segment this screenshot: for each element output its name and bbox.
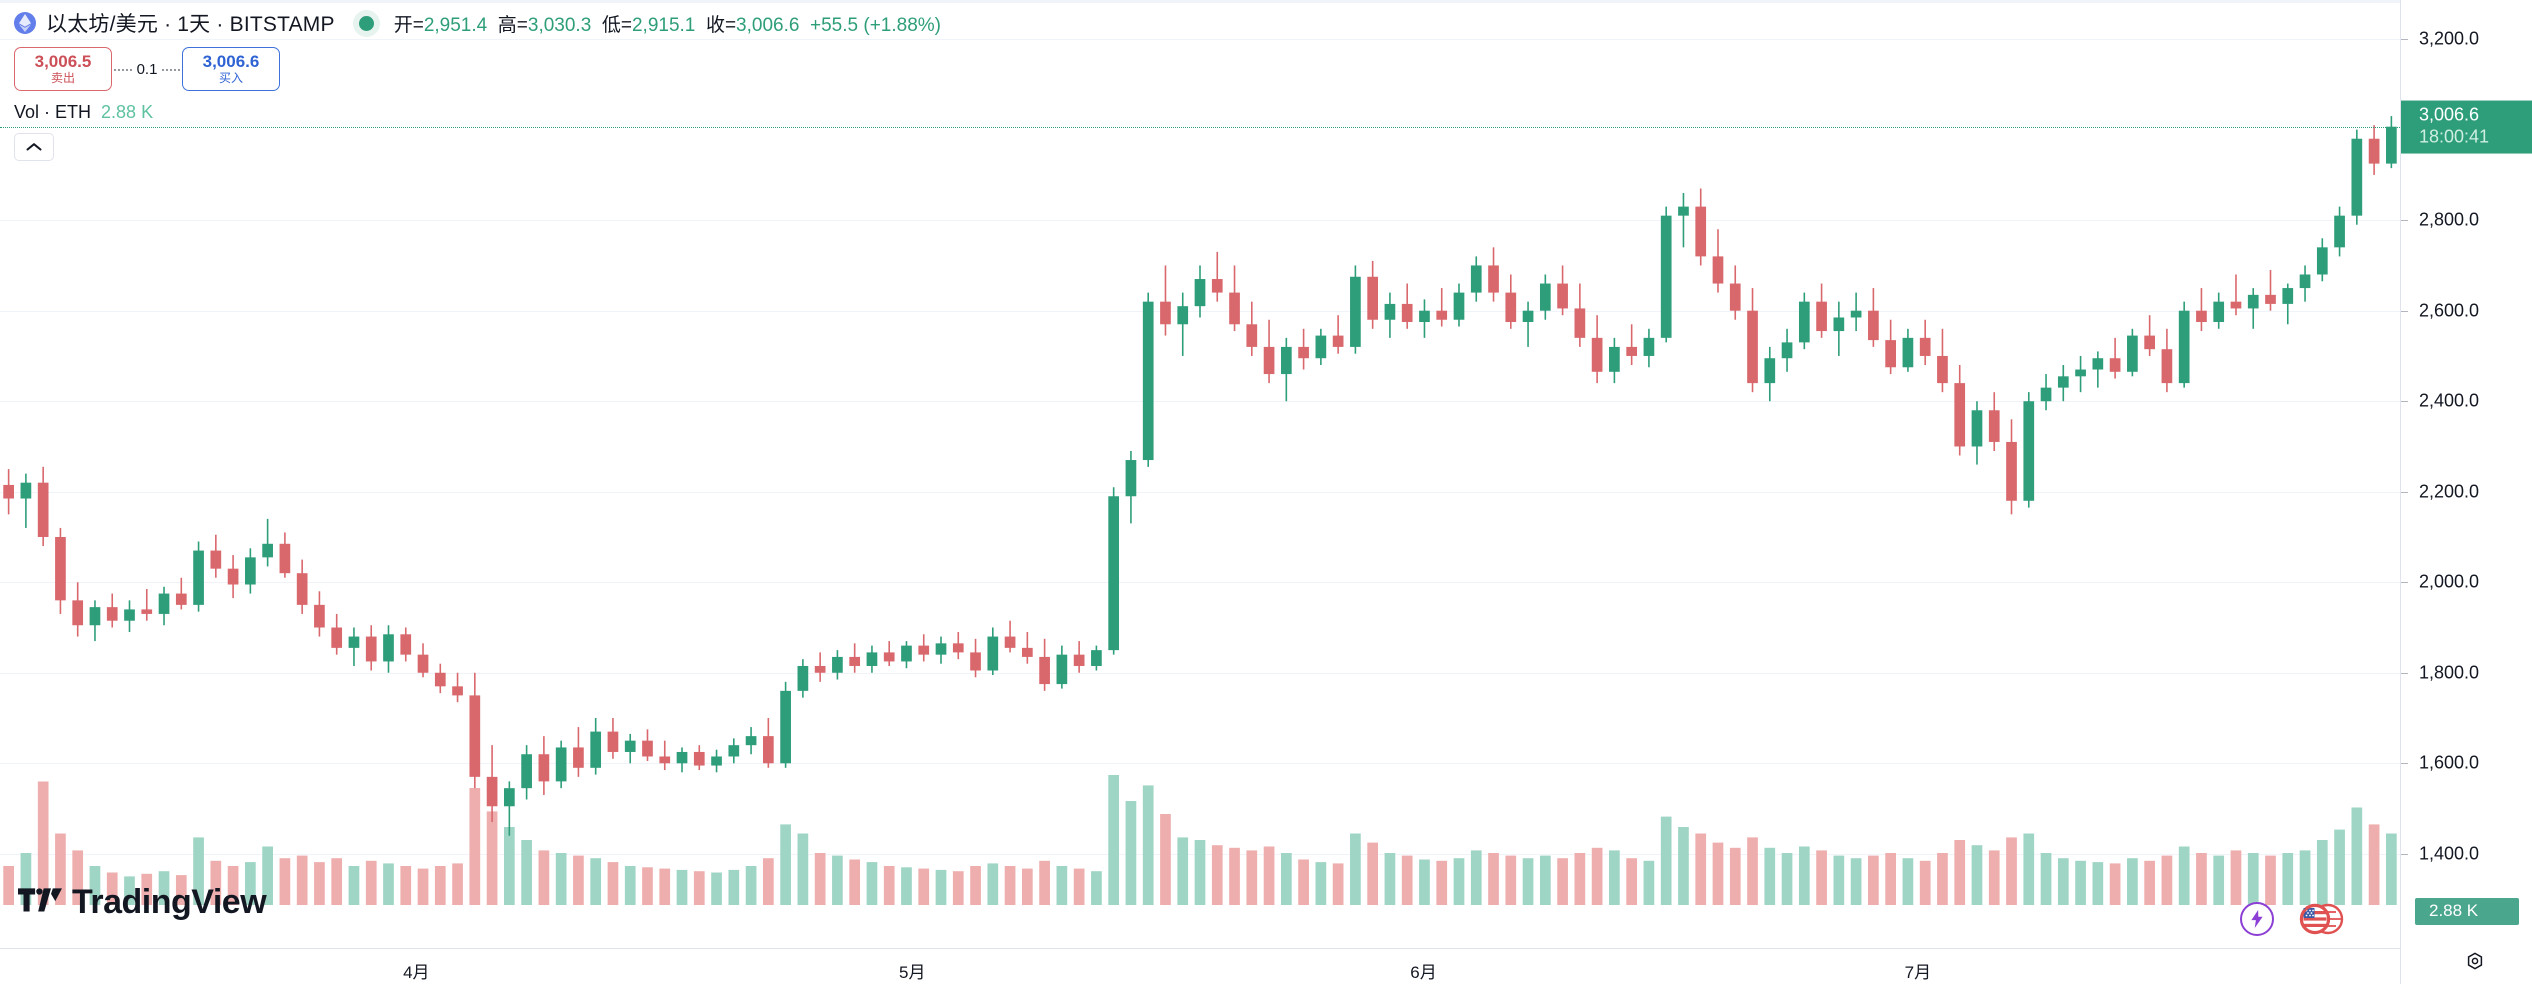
volume-value-badge: 2.88 K bbox=[2415, 898, 2519, 925]
volume-legend[interactable]: Vol · ETH 2.88 K bbox=[14, 102, 941, 123]
low-label: 低= bbox=[601, 14, 632, 36]
change-value: +55.5 (+1.88%) bbox=[810, 14, 941, 36]
chevron-up-icon bbox=[26, 143, 42, 151]
live-status-dot bbox=[358, 15, 374, 31]
open-label: 开= bbox=[393, 14, 424, 36]
usd-coins-glyph bbox=[2299, 903, 2344, 935]
usd-coins-icon[interactable] bbox=[2298, 902, 2346, 936]
gear-icon[interactable] bbox=[2464, 951, 2486, 978]
floating-icon-group[interactable] bbox=[2240, 902, 2346, 936]
price-axis-label: 2,000.0 bbox=[2419, 571, 2480, 592]
tradingview-logo bbox=[18, 887, 62, 912]
price-tick bbox=[2401, 491, 2408, 493]
gridline bbox=[0, 39, 2400, 41]
gridline bbox=[0, 672, 2400, 674]
close-label: 收= bbox=[705, 14, 737, 36]
price-axis-label: 2,200.0 bbox=[2419, 481, 2480, 502]
price-axis-label: 2,800.0 bbox=[2419, 209, 2480, 230]
chart-plot-area[interactable] bbox=[0, 0, 2400, 948]
spread-value: 0.1 bbox=[132, 60, 162, 78]
sell-label: 卖出 bbox=[50, 71, 75, 86]
gridline bbox=[0, 763, 2400, 765]
current-price-time: 18:00:41 bbox=[2419, 126, 2490, 147]
sell-price: 3,006.5 bbox=[34, 52, 92, 72]
price-tick bbox=[2401, 401, 2408, 403]
ethereum-icon bbox=[14, 12, 36, 34]
low-value: 2,915.1 bbox=[631, 14, 696, 36]
current-price-line bbox=[0, 126, 2400, 128]
gridline bbox=[0, 220, 2400, 222]
volume-legend-value: 2.88 K bbox=[101, 102, 154, 122]
buy-price: 3,006.6 bbox=[202, 52, 260, 72]
price-tick bbox=[2401, 310, 2408, 312]
price-axis-label: 1,400.0 bbox=[2419, 843, 2480, 864]
close-value: 3,006.6 bbox=[736, 14, 800, 36]
price-axis[interactable]: 3,200.0 2,800.0 2,600.0 2,400.0 2,200.0 2,000… bbox=[2400, 0, 2532, 984]
chart-legend: 以太坊/美元 · 1天 · BITSTAMP 开=2,951.4 高=3,030… bbox=[14, 8, 941, 161]
sell-button[interactable]: 3,006.5 卖出 bbox=[14, 47, 112, 91]
price-tick bbox=[2401, 582, 2408, 584]
buy-label: 买入 bbox=[218, 71, 243, 86]
watermark-text: TradingView bbox=[72, 883, 267, 921]
time-axis-label: 6月 bbox=[1410, 963, 1437, 982]
gear-glyph bbox=[2467, 952, 2483, 970]
price-axis-label: 2,600.0 bbox=[2419, 300, 2480, 321]
volume-histogram bbox=[3, 775, 2397, 905]
time-axis[interactable]: 4月 5月 6月 7月 bbox=[0, 948, 2400, 984]
buy-button[interactable]: 3,006.6 买入 bbox=[182, 47, 280, 91]
trade-widget[interactable]: 3,006.5 卖出 0.1 3,006.6 买入 bbox=[14, 46, 941, 92]
candlestick-series bbox=[3, 116, 2397, 836]
price-axis-label: 2,400.0 bbox=[2419, 390, 2480, 411]
ethereum-glyph bbox=[19, 14, 31, 32]
spread-indicator: 0.1 bbox=[112, 60, 182, 78]
gridline bbox=[0, 582, 2400, 584]
price-tick bbox=[2401, 220, 2408, 222]
price-axis-label: 3,200.0 bbox=[2419, 28, 2480, 49]
open-value: 2,951.4 bbox=[423, 14, 488, 36]
price-tick bbox=[2401, 39, 2408, 41]
volume-legend-title: Vol · ETH bbox=[14, 102, 92, 122]
price-tick bbox=[2401, 763, 2408, 765]
high-value: 3,030.3 bbox=[527, 14, 592, 36]
high-label: 高= bbox=[497, 14, 528, 36]
current-price-value: 3,006.6 bbox=[2419, 104, 2480, 125]
price-axis-label: 1,600.0 bbox=[2419, 752, 2480, 773]
gridline bbox=[0, 401, 2400, 403]
symbol-header[interactable]: 以太坊/美元 · 1天 · BITSTAMP 开=2,951.4 高=3,030… bbox=[14, 8, 941, 38]
collapse-pane-button[interactable] bbox=[14, 133, 54, 161]
time-axis-label: 5月 bbox=[899, 963, 926, 982]
ohlc-values: 开=2,951.4 高=3,030.3 低=2,915.1 收=3,006.6 … bbox=[394, 10, 941, 37]
lightning-bolt-icon[interactable] bbox=[2240, 902, 2274, 936]
bolt-glyph bbox=[2251, 910, 2263, 928]
tradingview-watermark: TradingView bbox=[18, 883, 267, 922]
time-axis-label: 4月 bbox=[403, 963, 430, 982]
time-axis-label: 7月 bbox=[1904, 963, 1932, 982]
price-axis-label: 1,800.0 bbox=[2419, 662, 2480, 683]
price-tick bbox=[2401, 672, 2408, 674]
symbol-title: 以太坊/美元 · 1天 · BITSTAMP bbox=[46, 13, 335, 36]
current-price-badge: 3,006.6 18:00:41 bbox=[2401, 100, 2532, 154]
top-hairline bbox=[0, 0, 2532, 3]
price-tick bbox=[2401, 853, 2408, 855]
gridline bbox=[0, 491, 2400, 493]
